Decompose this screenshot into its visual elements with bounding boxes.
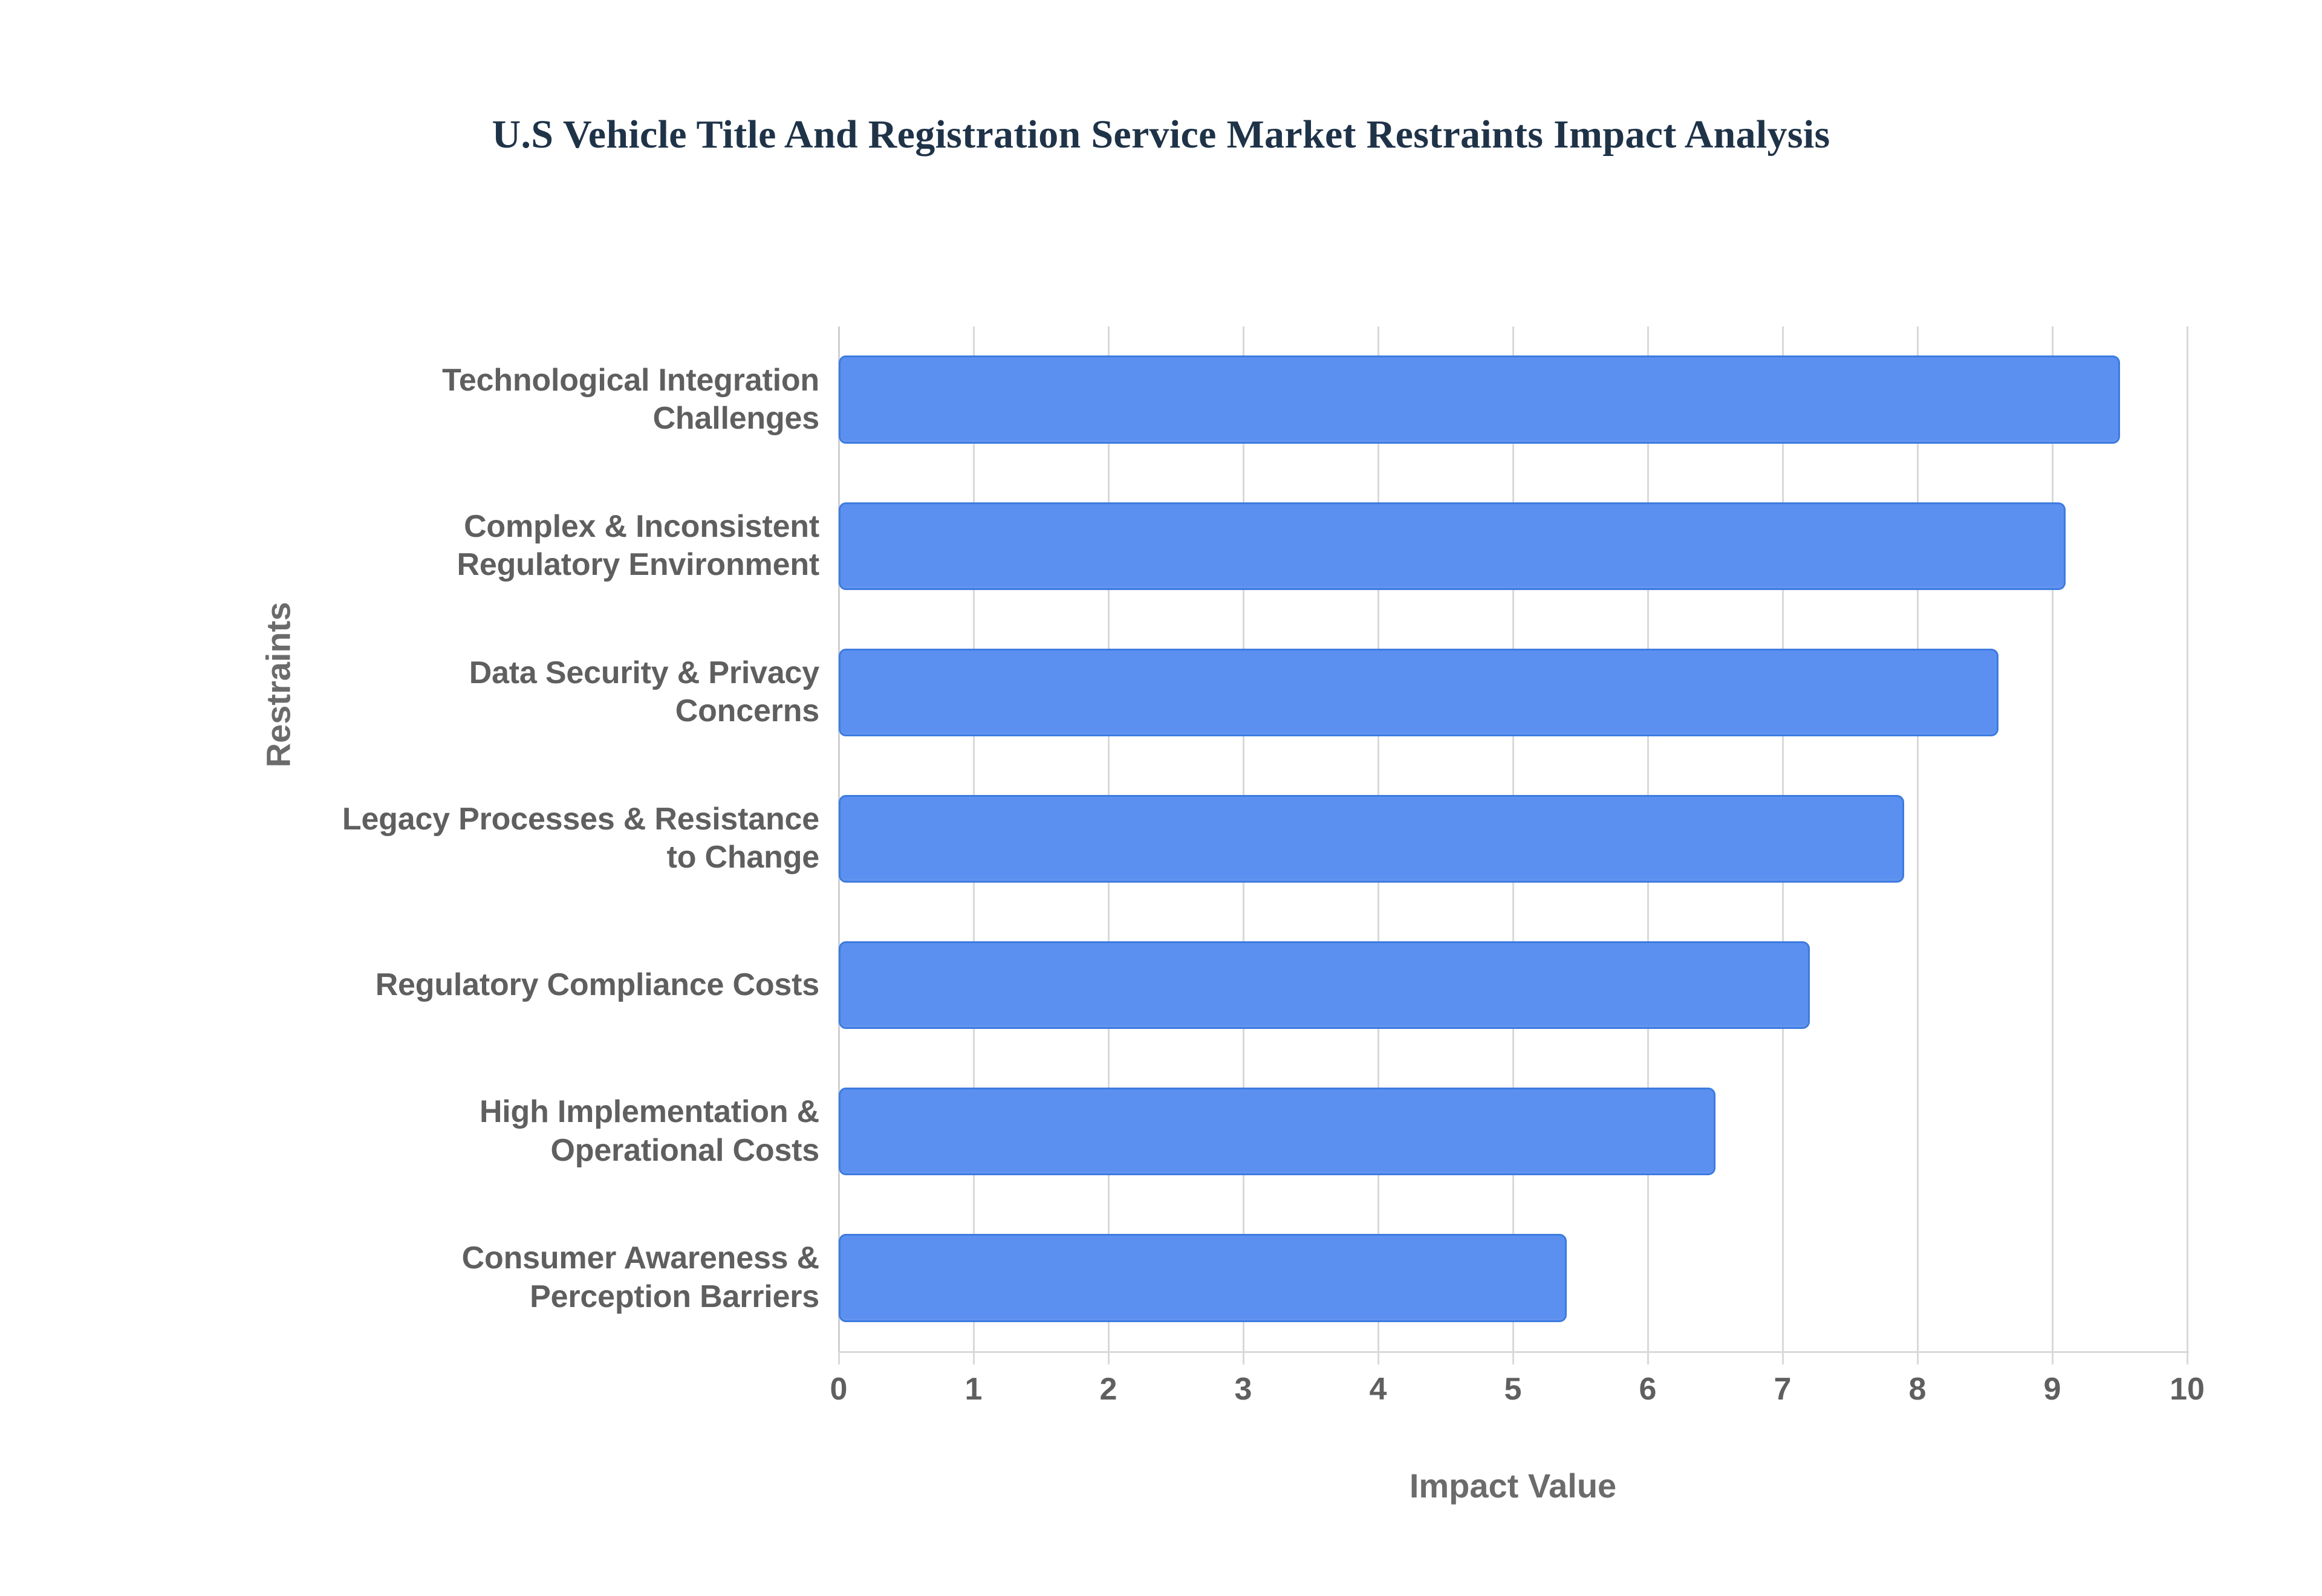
x-axis-tick-label: 9 xyxy=(2043,1372,2061,1407)
tick-mark-x-6 xyxy=(1647,1351,1649,1364)
bar[interactable] xyxy=(839,648,1998,736)
x-axis-title: Impact Value xyxy=(1409,1467,1617,1505)
y-axis-label-line: High Implementation & xyxy=(479,1094,819,1130)
x-axis-tick-label: 7 xyxy=(1774,1372,1792,1407)
bar-row xyxy=(839,941,2187,1030)
y-axis-label: Consumer Awareness & Perception Barriers xyxy=(230,1205,820,1351)
tick-mark-x-7 xyxy=(1782,1351,1784,1364)
y-axis-label-line: Challenges xyxy=(652,401,820,436)
bar-row xyxy=(839,355,2187,444)
gridline-x-9 xyxy=(2052,326,2054,1351)
bar-row xyxy=(839,794,2187,883)
x-axis-tick-labels: 0 1 2 3 4 5 6 7 8 9 10 xyxy=(830,1371,2205,1426)
bar-row xyxy=(839,1088,2187,1176)
tick-mark-x-1 xyxy=(973,1351,975,1364)
x-axis-tick-label: 0 xyxy=(830,1372,848,1407)
x-axis-tick-label: 2 xyxy=(1099,1372,1117,1407)
x-axis-tick-label: 4 xyxy=(1369,1372,1387,1407)
x-axis-tick-label: 5 xyxy=(1504,1372,1522,1407)
y-axis-label-line: Complex & Inconsistent xyxy=(464,508,819,544)
y-axis-label: Technological Integration Challenges xyxy=(230,326,819,473)
y-axis-label-line: Perception Barriers xyxy=(530,1279,819,1314)
y-axis-tick-labels: Technological Integration Challenges Compl… xyxy=(230,326,819,1351)
tick-mark-x-5 xyxy=(1512,1351,1514,1364)
tick-mark-x-8 xyxy=(1917,1351,1919,1364)
bar-row xyxy=(839,648,2187,736)
y-axis-label-line: Regulatory Compliance Costs xyxy=(375,967,820,1002)
y-axis-label-line: Consumer Awareness & xyxy=(461,1241,820,1276)
y-axis-label: High Implementation & Operational Costs xyxy=(230,1059,819,1205)
tick-mark-x-3 xyxy=(1243,1351,1244,1364)
y-axis-label-line: to Change xyxy=(666,840,820,875)
gridline-x-10 xyxy=(2187,326,2188,1351)
x-axis-tick-label: 3 xyxy=(1234,1372,1252,1407)
y-axis-label: Legacy Processes & Resistance to Change xyxy=(230,765,819,912)
tick-mark-x-2 xyxy=(1108,1351,1110,1364)
y-axis-label: Complex & Inconsistent Regulatory Environ… xyxy=(230,473,820,619)
y-axis-label: Data Security & Privacy Concerns xyxy=(230,619,819,765)
bar-row xyxy=(839,1234,2187,1322)
y-axis-label-line: Operational Costs xyxy=(550,1132,820,1168)
y-axis-label: Regulatory Compliance Costs xyxy=(230,912,820,1059)
y-axis-label-line: Concerns xyxy=(675,693,819,729)
y-axis-label-line: Technological Integration xyxy=(442,362,819,398)
bar[interactable] xyxy=(839,355,2120,444)
gridline-x-8 xyxy=(1917,326,1919,1351)
y-axis-label-line: Legacy Processes & Resistance xyxy=(342,802,819,837)
bar-row xyxy=(839,502,2187,590)
plot-area xyxy=(838,326,2188,1351)
chart-title: U.S Vehicle Title And Registration Servi… xyxy=(492,112,1830,157)
y-axis-label-line: Data Security & Privacy xyxy=(469,655,819,690)
x-axis-tick-label: 1 xyxy=(964,1372,983,1407)
x-axis-tick-label: 10 xyxy=(2170,1372,2205,1407)
bar[interactable] xyxy=(839,1234,1567,1322)
bar[interactable] xyxy=(839,502,2066,590)
tick-mark-x-0 xyxy=(838,1351,840,1364)
bar[interactable] xyxy=(839,794,1904,883)
x-axis-tick-label: 8 xyxy=(1908,1372,1927,1407)
bar[interactable] xyxy=(839,941,1810,1030)
y-axis-label-line: Regulatory Environment xyxy=(457,547,820,583)
x-axis-tick-label: 6 xyxy=(1639,1372,1657,1407)
tick-mark-x-10 xyxy=(2187,1351,2188,1364)
tick-mark-x-9 xyxy=(2052,1351,2054,1364)
bar[interactable] xyxy=(839,1088,1715,1176)
tick-mark-x-4 xyxy=(1377,1351,1379,1364)
